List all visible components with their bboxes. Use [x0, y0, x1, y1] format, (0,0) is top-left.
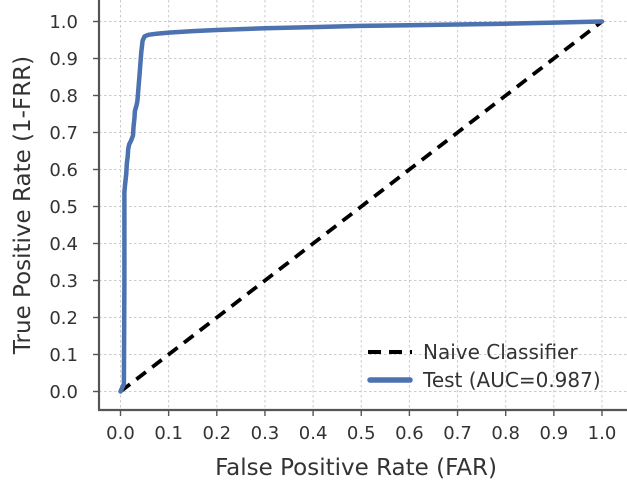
series-layer [118, 19, 605, 394]
tick-label-layer: 0.0 0.1 0.2 0.3 0.4 0.5 0.6 0.7 0.8 0.9 1.0 0.0 0.1 0… [49, 12, 616, 444]
y-tick-label: 0.2 [49, 308, 78, 329]
x-tick-label: 0.6 [395, 423, 424, 444]
axis-layer [93, 0, 627, 416]
x-tick-label: 0.3 [251, 423, 280, 444]
legend-item-naive-classifier: Naive Classifier [367, 338, 601, 366]
legend-item-test: Test (AUC=0.987) [367, 366, 601, 394]
grid-layer [99, 0, 627, 410]
x-tick-label: 0.2 [202, 423, 231, 444]
x-tick-label: 0.7 [443, 423, 472, 444]
x-tick-label: 0.0 [106, 423, 135, 444]
y-tick-label: 0.1 [49, 345, 78, 366]
x-tick-label: 1.0 [588, 423, 617, 444]
y-tick-label: 0.5 [49, 197, 78, 218]
y-tick-label: 0.0 [49, 382, 78, 403]
x-tick-label: 0.5 [347, 423, 376, 444]
naive-classifier-line [119, 19, 604, 394]
x-tick-label: 0.9 [540, 423, 569, 444]
legend-label-test: Test (AUC=0.987) [423, 368, 601, 392]
roc-curve [118, 19, 605, 394]
y-tick-label: 0.8 [49, 86, 78, 107]
y-tick-label: 0.3 [49, 271, 78, 292]
dashed-line-swatch [368, 350, 412, 354]
x-tick-label: 0.4 [299, 423, 328, 444]
y-tick-label: 0.4 [49, 234, 78, 255]
x-tick-label: 0.8 [491, 423, 520, 444]
x-tick-label: 0.1 [154, 423, 183, 444]
solid-line-swatch [367, 377, 413, 383]
legend-label-naive: Naive Classifier [423, 340, 578, 364]
x-axis-label: False Positive Rate (FAR) [215, 455, 497, 481]
y-tick-label: 0.7 [49, 123, 78, 144]
y-tick-label: 1.0 [49, 12, 78, 33]
y-tick-label: 0.9 [49, 49, 78, 70]
legend: Naive Classifier Test (AUC=0.987) [367, 338, 601, 394]
y-axis-label: True Positive Rate (1-FRR) [10, 56, 36, 355]
y-tick-label: 0.6 [49, 160, 78, 181]
